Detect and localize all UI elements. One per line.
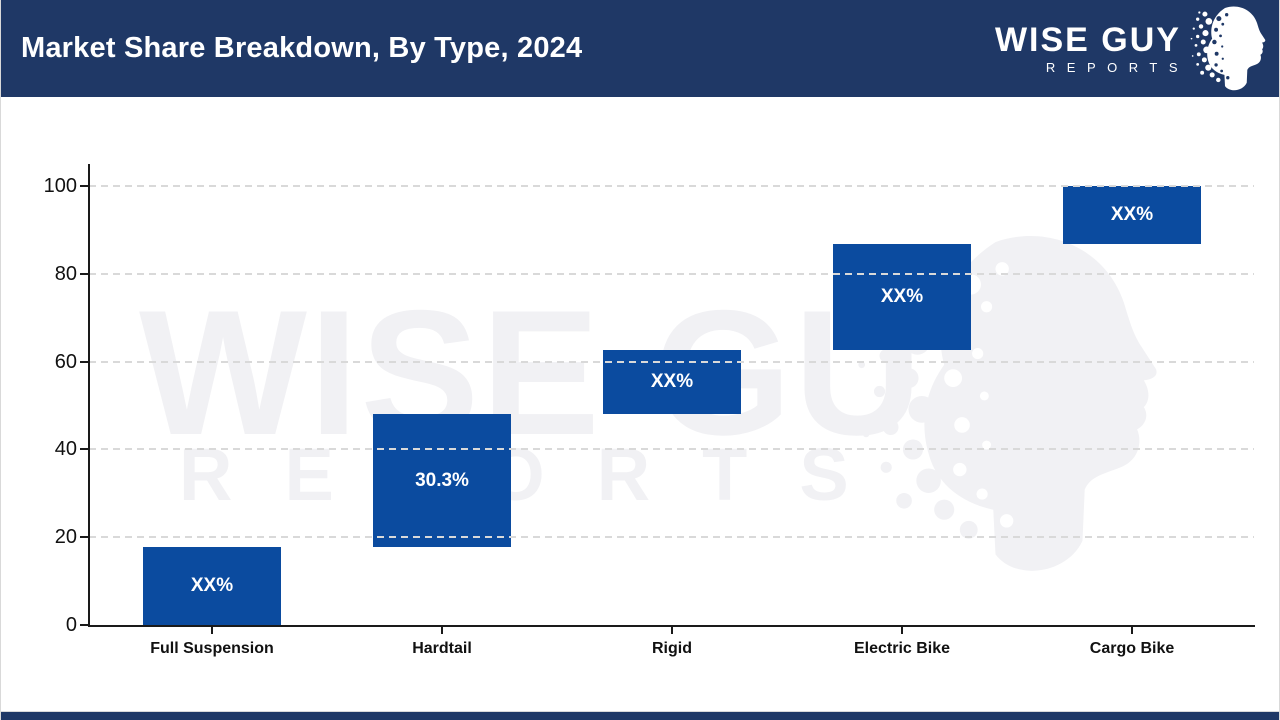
- y-tick-label: 60: [54, 350, 77, 373]
- watermark-tagline: REPORTS: [179, 433, 901, 516]
- bar-value-label: XX%: [880, 285, 924, 307]
- y-axis-line: [88, 164, 90, 627]
- x-tick-label: Electric Bike: [853, 640, 951, 657]
- gridline: [89, 536, 1254, 539]
- y-tick-label: 0: [65, 614, 77, 636]
- gridline: [89, 360, 1254, 363]
- x-tick-label: Cargo Bike: [1089, 640, 1175, 657]
- wise-guy-logo: WISE GUY REPORTS: [995, 3, 1267, 95]
- x-tick-label: Full Suspension: [150, 640, 274, 657]
- logo-wordmark: WISE GUY: [994, 21, 1181, 59]
- bar-electric-bike: XX%: [833, 243, 971, 351]
- bar-hardtail: 30.3%: [373, 414, 511, 548]
- bar-value-label: XX%: [650, 371, 694, 393]
- y-tick-mark: [80, 536, 88, 539]
- logo-tagline: REPORTS: [1045, 60, 1189, 75]
- gridline: [89, 185, 1254, 187]
- x-tick-label: Rigid: [652, 640, 692, 657]
- y-tick-label: 80: [54, 262, 77, 285]
- y-tick-label: 20: [54, 526, 77, 549]
- x-axis-line: [88, 625, 1255, 627]
- bar-full-suspension: XX%: [143, 547, 281, 625]
- x-tick-label: Hardtail: [412, 640, 472, 657]
- y-tick-mark: [80, 272, 88, 275]
- x-tick-mark: [441, 627, 443, 634]
- bar-value-label: XX%: [190, 575, 234, 597]
- header-bar: Market Share Breakdown, By Type, 2024 WI…: [1, 0, 1279, 97]
- x-tick-mark: [901, 627, 903, 634]
- footer-bar: [1, 712, 1279, 720]
- y-tick-label: 40: [54, 438, 77, 461]
- logo-text: WISE GUY REPORTS: [995, 23, 1181, 74]
- chart-title: Market Share Breakdown, By Type, 2024: [21, 32, 583, 64]
- x-tick-mark: [211, 627, 213, 634]
- x-tick-mark: [671, 627, 673, 634]
- y-tick-mark: [80, 624, 88, 626]
- y-tick-mark: [80, 185, 88, 187]
- bar-value-label: XX%: [1110, 203, 1154, 225]
- bar-cargo-bike: XX%: [1063, 186, 1201, 244]
- y-tick-mark: [80, 360, 88, 363]
- gridline: [89, 272, 1254, 275]
- bottom-hairline: [1, 711, 1279, 712]
- y-tick-mark: [80, 448, 88, 451]
- bar-value-label: 30.3%: [415, 469, 469, 491]
- x-tick-mark: [1131, 627, 1133, 634]
- y-tick-label: 100: [43, 175, 77, 197]
- gridline: [89, 448, 1254, 451]
